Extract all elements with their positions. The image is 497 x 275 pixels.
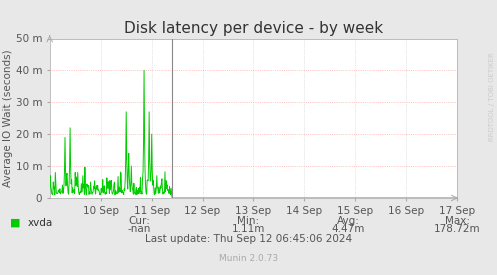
Text: Avg:: Avg: [336,216,359,226]
Text: xvda: xvda [27,218,53,227]
Title: Disk latency per device - by week: Disk latency per device - by week [124,21,383,36]
Text: Munin 2.0.73: Munin 2.0.73 [219,254,278,263]
Text: Max:: Max: [445,216,470,226]
Text: Min:: Min: [238,216,259,226]
Text: ■: ■ [10,218,20,227]
Text: 178.72m: 178.72m [434,224,481,234]
Text: -nan: -nan [127,224,151,234]
Text: Last update: Thu Sep 12 06:45:06 2024: Last update: Thu Sep 12 06:45:06 2024 [145,234,352,244]
Text: 1.11m: 1.11m [232,224,265,234]
Text: RRDTOOL / TOBI OETIKER: RRDTOOL / TOBI OETIKER [489,52,495,141]
Text: 4.47m: 4.47m [331,224,365,234]
Text: Cur:: Cur: [128,216,150,226]
Y-axis label: Average IO Wait (seconds): Average IO Wait (seconds) [3,50,13,187]
